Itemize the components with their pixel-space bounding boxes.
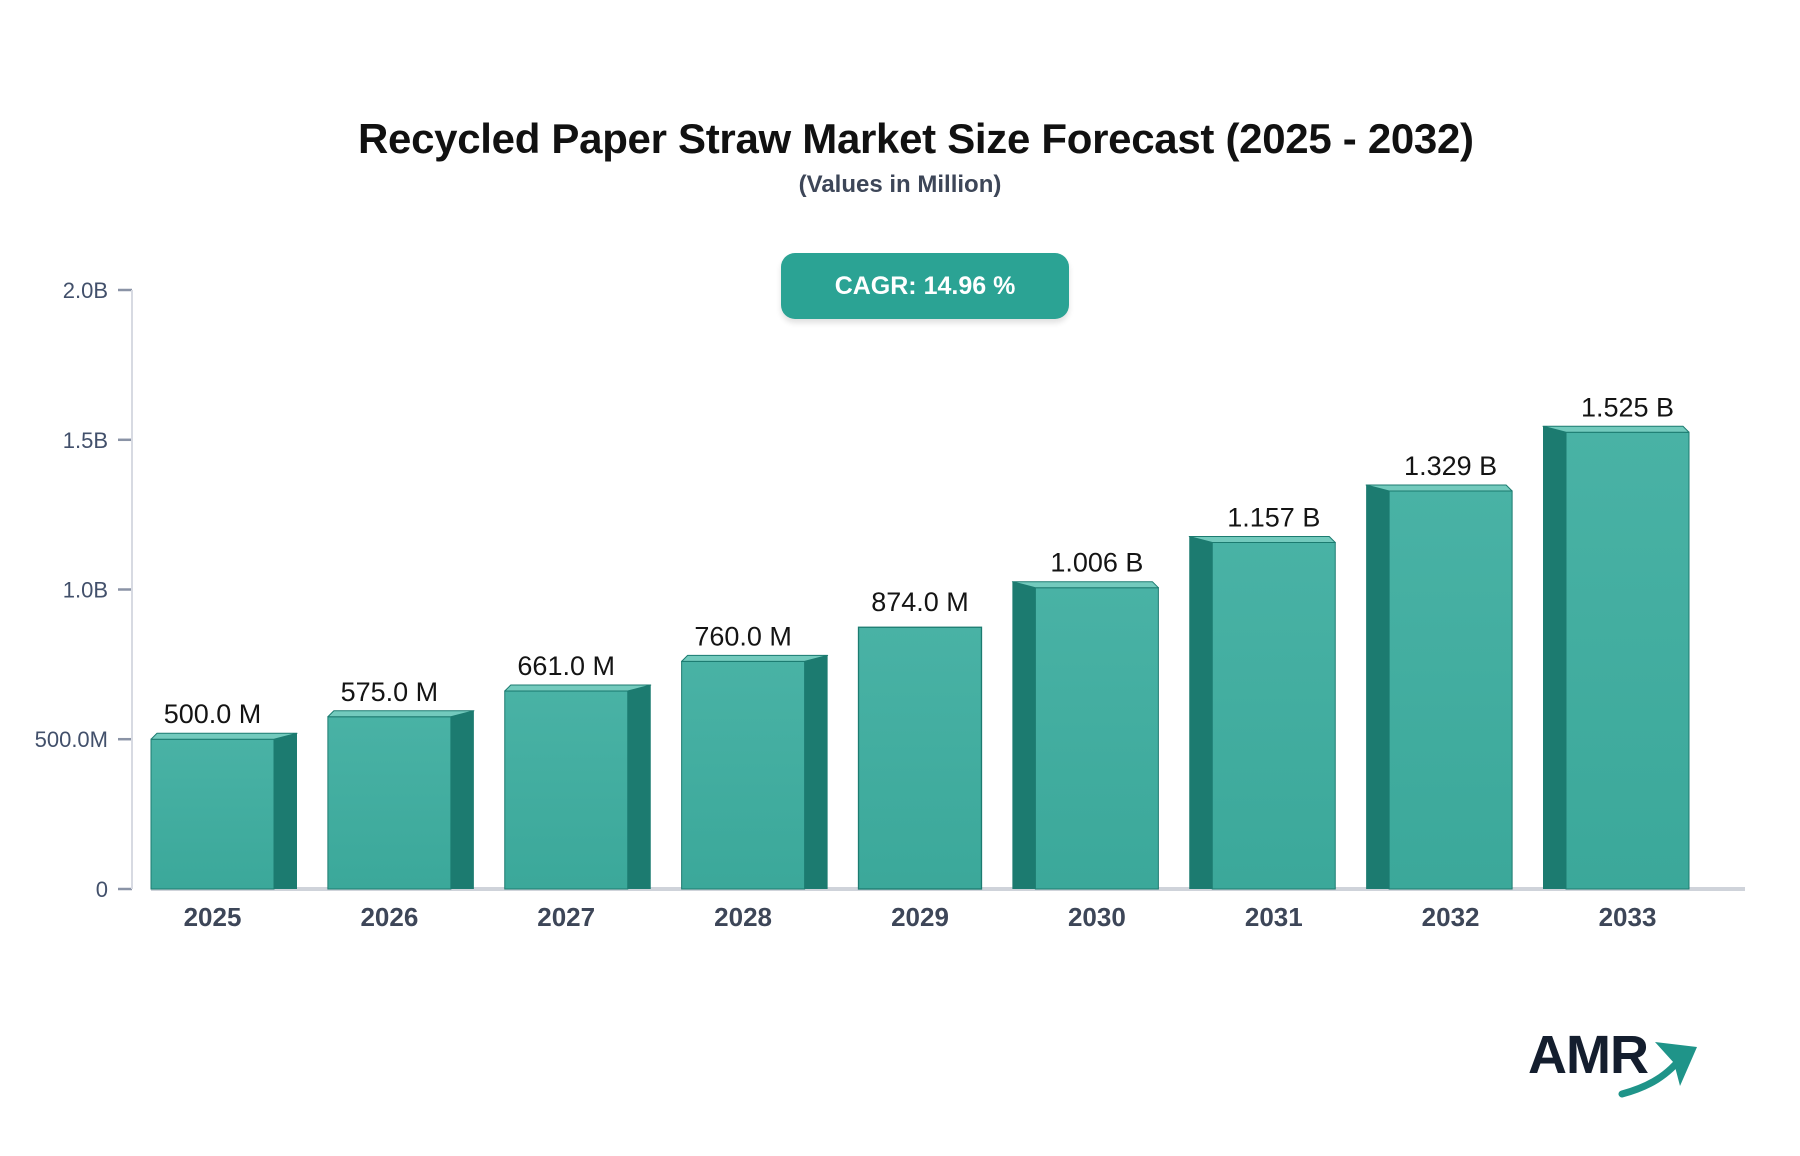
svg-text:2033: 2033 [1599, 902, 1657, 932]
svg-text:874.0 M: 874.0 M [871, 587, 969, 617]
svg-text:500.0 M: 500.0 M [164, 699, 262, 729]
svg-text:2030: 2030 [1068, 902, 1126, 932]
svg-text:575.0 M: 575.0 M [341, 677, 439, 707]
svg-text:1.5B: 1.5B [63, 428, 108, 453]
svg-text:2029: 2029 [891, 902, 949, 932]
svg-text:2.0B: 2.0B [63, 278, 108, 303]
svg-text:500.0M: 500.0M [35, 727, 108, 752]
svg-text:2032: 2032 [1422, 902, 1480, 932]
svg-text:1.525 B: 1.525 B [1581, 392, 1674, 422]
svg-text:760.0 M: 760.0 M [694, 621, 792, 651]
svg-text:2031: 2031 [1245, 902, 1303, 932]
svg-text:2027: 2027 [537, 902, 595, 932]
svg-text:1.157 B: 1.157 B [1227, 503, 1320, 533]
svg-text:2028: 2028 [714, 902, 772, 932]
svg-text:1.006 B: 1.006 B [1050, 548, 1143, 578]
svg-text:2026: 2026 [360, 902, 418, 932]
svg-text:1.0B: 1.0B [63, 578, 108, 603]
svg-text:661.0 M: 661.0 M [517, 651, 615, 681]
svg-text:0: 0 [96, 877, 108, 902]
svg-text:2025: 2025 [184, 902, 242, 932]
svg-text:1.329 B: 1.329 B [1404, 451, 1497, 481]
